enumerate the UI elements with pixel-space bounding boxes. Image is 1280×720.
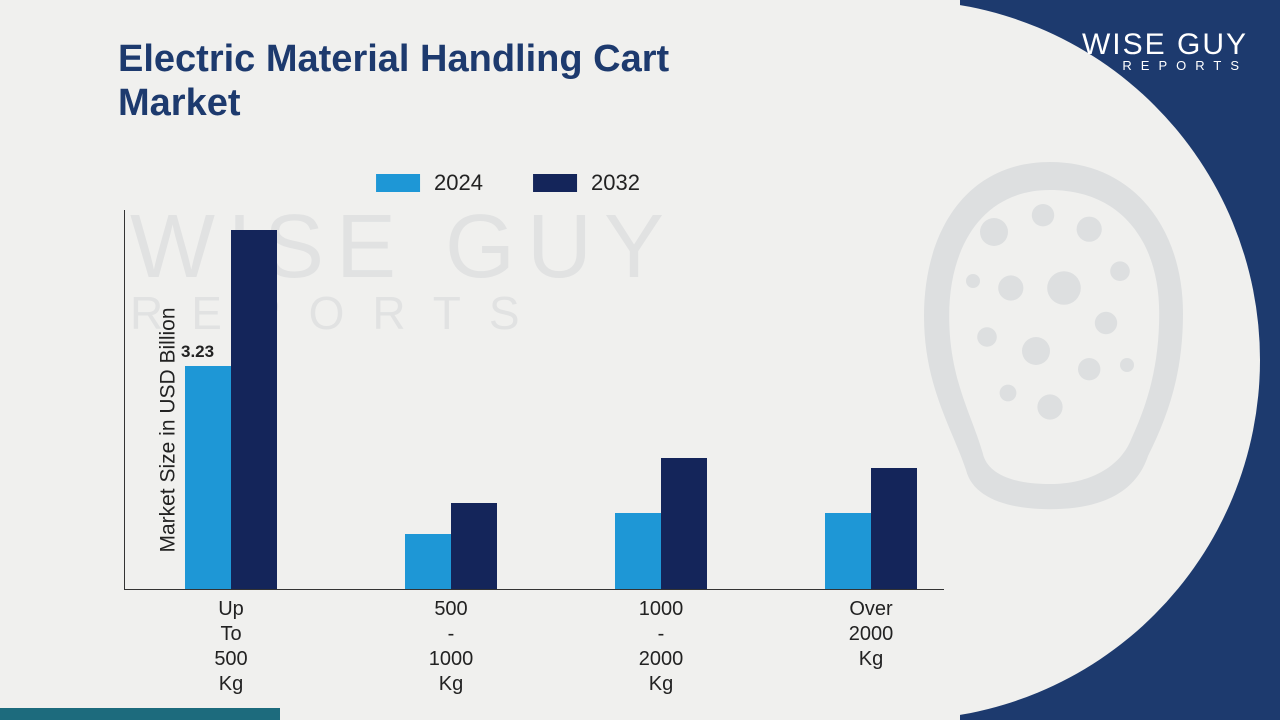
bar-2032	[231, 230, 277, 589]
bottom-accent-bar	[0, 708, 280, 720]
bar-group: 500-1000Kg	[405, 503, 497, 589]
bar-2024	[405, 534, 451, 589]
bar-2024	[615, 513, 661, 589]
legend-swatch-2024	[376, 174, 420, 192]
category-label: 500-1000Kg	[391, 597, 511, 697]
legend-swatch-2032	[533, 174, 577, 192]
brand-logo-main: WISE GUY	[1082, 28, 1248, 62]
legend-label-2032: 2032	[591, 170, 640, 196]
legend-item-2024: 2024	[376, 170, 483, 196]
chart-container: Market Size in USD Billion 2024 2032 3.2…	[68, 170, 948, 690]
bar-2024	[185, 366, 231, 589]
bar-group: Over2000Kg	[825, 468, 917, 589]
plot-area: 3.23UpTo500Kg 500-1000Kg 1000-2000Kg Over20…	[124, 210, 944, 590]
category-label: 1000-2000Kg	[601, 597, 721, 697]
bar-group: 3.23UpTo500Kg	[185, 230, 277, 589]
bar-2032	[871, 468, 917, 589]
legend-item-2032: 2032	[533, 170, 640, 196]
chart-legend: 2024 2032	[376, 170, 640, 196]
bar-2024	[825, 513, 871, 589]
bar-2032	[661, 458, 707, 589]
brand-logo: WISE GUY REPORTS	[1082, 28, 1248, 73]
bar-group: 1000-2000Kg	[615, 458, 707, 589]
bar-value-label: 3.23	[181, 342, 214, 362]
bar-2032	[451, 503, 497, 589]
category-label: Over2000Kg	[811, 597, 931, 672]
legend-label-2024: 2024	[434, 170, 483, 196]
chart-title: Electric Material Handling Cart Market	[118, 38, 758, 125]
category-label: UpTo500Kg	[171, 597, 291, 697]
